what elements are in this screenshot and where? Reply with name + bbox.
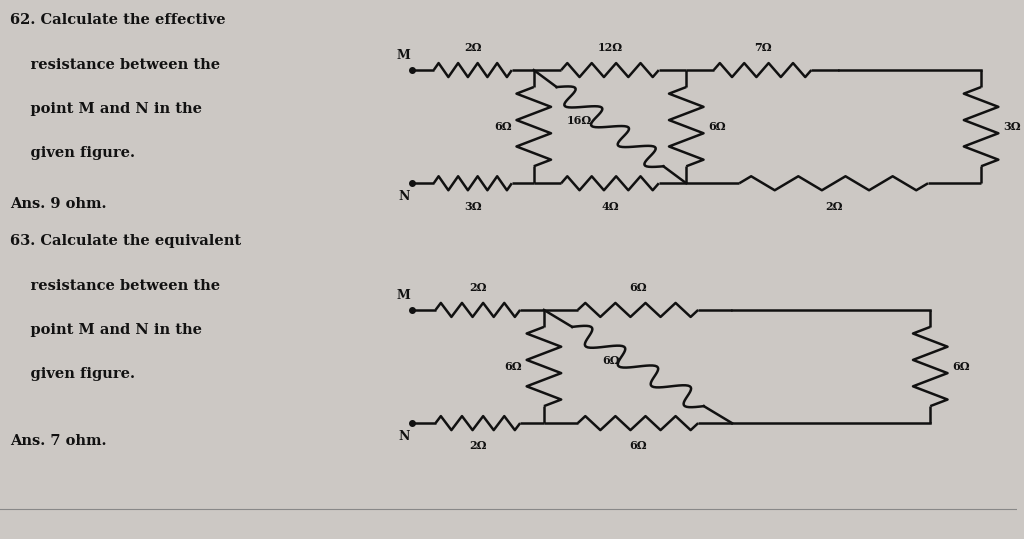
Text: 62. Calculate the effective: 62. Calculate the effective	[10, 13, 225, 27]
Text: 6Ω: 6Ω	[494, 121, 511, 132]
Text: 12Ω: 12Ω	[597, 42, 623, 53]
Text: given figure.: given figure.	[10, 146, 135, 160]
Text: 6Ω: 6Ω	[709, 121, 726, 132]
Text: 6Ω: 6Ω	[504, 361, 521, 372]
Text: 3Ω: 3Ω	[464, 201, 481, 211]
Text: 2Ω: 2Ω	[469, 282, 486, 293]
Text: resistance between the: resistance between the	[10, 58, 220, 72]
Text: 6Ω: 6Ω	[952, 361, 971, 372]
Text: 7Ω: 7Ω	[754, 42, 771, 53]
Text: resistance between the: resistance between the	[10, 279, 220, 293]
Text: 2Ω: 2Ω	[464, 42, 481, 53]
Text: 16Ω: 16Ω	[566, 115, 592, 126]
Text: 2Ω: 2Ω	[825, 201, 843, 211]
Text: 6Ω: 6Ω	[602, 355, 620, 365]
Text: 4Ω: 4Ω	[601, 201, 618, 211]
Text: M: M	[396, 49, 411, 62]
Text: 63. Calculate the equivalent: 63. Calculate the equivalent	[10, 234, 242, 248]
Text: point M and N in the: point M and N in the	[10, 323, 202, 337]
Text: N: N	[398, 190, 410, 203]
Text: 6Ω: 6Ω	[629, 440, 647, 451]
Text: given figure.: given figure.	[10, 367, 135, 381]
Text: N: N	[398, 430, 410, 443]
Text: point M and N in the: point M and N in the	[10, 102, 202, 116]
Text: 3Ω: 3Ω	[1004, 121, 1021, 132]
Text: 2Ω: 2Ω	[469, 440, 486, 451]
Text: Ans. 9 ohm.: Ans. 9 ohm.	[10, 197, 106, 211]
Text: Ans. 7 ohm.: Ans. 7 ohm.	[10, 434, 106, 448]
Text: M: M	[396, 289, 411, 302]
Text: 6Ω: 6Ω	[629, 282, 647, 293]
